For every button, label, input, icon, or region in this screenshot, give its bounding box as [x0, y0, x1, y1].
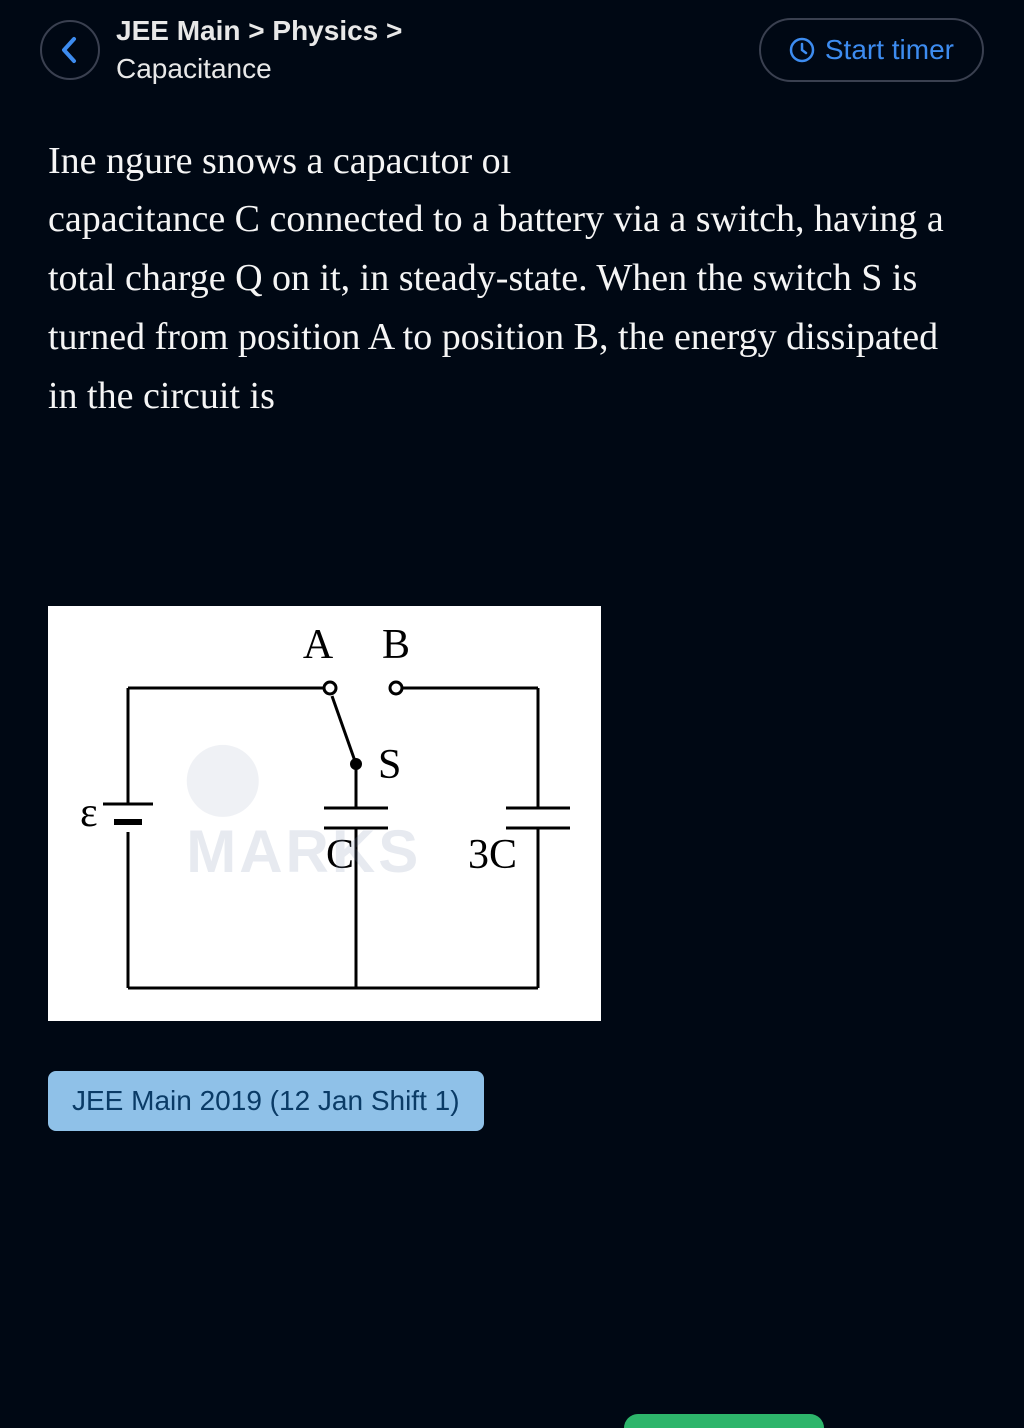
breadcrumb-line1: JEE Main > Physics > [116, 12, 743, 50]
label-eps: ε [80, 790, 98, 836]
figure-container: A B S C 3C ε MARKS [48, 606, 976, 1021]
question-body: capacitance C connected to a battery via… [48, 198, 944, 417]
start-timer-button[interactable]: Start timer [759, 18, 984, 82]
timer-label: Start timer [825, 34, 954, 66]
header: JEE Main > Physics > Capacitance Start t… [0, 0, 1024, 108]
bottom-accent [624, 1414, 824, 1428]
breadcrumb-line2: Capacitance [116, 50, 743, 88]
question-partial-line: Ine ngure snows a capacıtor oı [48, 132, 976, 191]
label-B: B [382, 622, 410, 668]
back-button[interactable] [40, 20, 100, 80]
label-A: A [303, 622, 334, 668]
breadcrumb[interactable]: JEE Main > Physics > Capacitance [116, 12, 743, 88]
label-S: S [378, 742, 401, 788]
label-C: C [326, 832, 354, 878]
exam-tag[interactable]: JEE Main 2019 (12 Jan Shift 1) [48, 1071, 484, 1131]
circuit-svg: A B S C 3C ε [48, 606, 601, 1021]
clock-icon [789, 37, 815, 63]
label-3C: 3C [468, 832, 517, 878]
chevron-left-icon [60, 36, 80, 64]
question-text: Ine ngure snows a capacıtor oı capacitan… [0, 108, 1024, 426]
exam-tag-label: JEE Main 2019 (12 Jan Shift 1) [72, 1085, 460, 1116]
circuit-figure: A B S C 3C ε MARKS [48, 606, 601, 1021]
